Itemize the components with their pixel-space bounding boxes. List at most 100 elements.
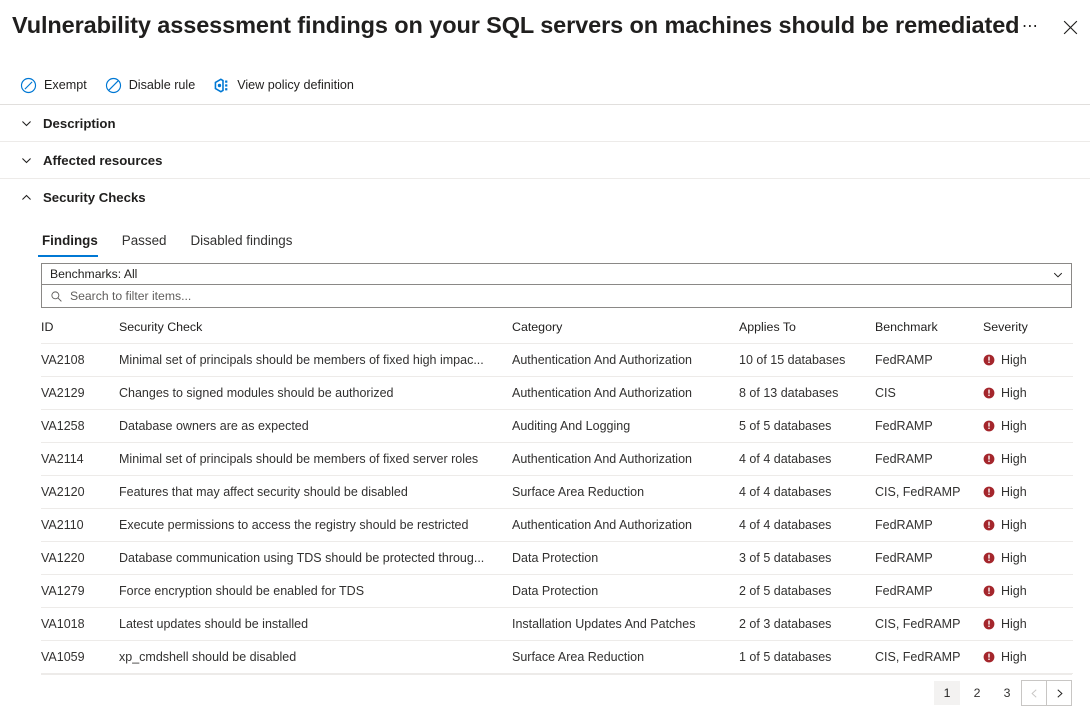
chevron-up-icon xyxy=(22,194,31,200)
column-header-severity[interactable]: Severity xyxy=(983,315,1073,344)
cell-category: Data Protection xyxy=(512,541,739,575)
cell-applies-to: 1 of 5 databases xyxy=(739,640,875,674)
column-header-security-check[interactable]: Security Check xyxy=(119,315,512,344)
cell-security-check: Features that may affect security should… xyxy=(119,475,512,509)
table-row[interactable]: VA2120 Features that may affect security … xyxy=(41,475,1073,509)
severity-label: High xyxy=(1001,617,1027,631)
cell-benchmark: FedRAMP xyxy=(875,343,983,377)
close-button[interactable] xyxy=(1059,16,1081,38)
section-security-checks[interactable]: Security Checks xyxy=(0,178,1090,215)
table-row[interactable]: VA1258 Database owners are as expected Aud… xyxy=(41,409,1073,443)
table-header: ID Security Check Category Applies To Be… xyxy=(41,315,1073,344)
next-page-button[interactable] xyxy=(1046,680,1072,706)
table-row[interactable]: VA1018 Latest updates should be installed… xyxy=(41,607,1073,641)
cell-severity: High xyxy=(983,640,1073,674)
page-button-3[interactable]: 3 xyxy=(994,681,1020,705)
cell-id: VA2110 xyxy=(41,508,119,542)
severity-label: High xyxy=(1001,650,1027,664)
cell-applies-to: 5 of 5 databases xyxy=(739,409,875,443)
disable-rule-label: Disable rule xyxy=(128,78,196,92)
cell-severity: High xyxy=(983,541,1073,575)
severity-label: High xyxy=(1001,518,1027,532)
severity-label: High xyxy=(1001,386,1027,400)
disable-rule-button[interactable]: Disable rule xyxy=(105,75,196,96)
severity-high-icon xyxy=(983,387,995,399)
tab-passed[interactable]: Passed xyxy=(110,233,179,257)
cell-applies-to: 8 of 13 databases xyxy=(739,376,875,410)
cell-category: Installation Updates And Patches xyxy=(512,607,739,641)
view-policy-definition-label: View policy definition xyxy=(237,78,354,92)
exempt-button[interactable]: Exempt xyxy=(20,75,87,96)
ellipsis-icon: ⋯ xyxy=(1021,18,1039,35)
severity-high-icon xyxy=(983,651,995,663)
cell-id: VA1258 xyxy=(41,409,119,443)
severity-badge: High xyxy=(983,518,1073,532)
cell-category: Authentication And Authorization xyxy=(512,508,739,542)
chevron-down-icon xyxy=(22,157,31,163)
command-bar: Exempt Disable rule View policy definiti… xyxy=(0,66,1090,104)
cell-security-check: xp_cmdshell should be disabled xyxy=(119,640,512,674)
cell-severity: High xyxy=(983,607,1073,641)
table-row[interactable]: VA2114 Minimal set of principals should b… xyxy=(41,442,1073,476)
findings-table-container: ID Security Check Category Applies To Be… xyxy=(0,308,1090,674)
section-description[interactable]: Description xyxy=(0,104,1090,141)
column-header-id[interactable]: ID xyxy=(41,315,119,344)
severity-badge: High xyxy=(983,617,1073,631)
table-row[interactable]: VA2110 Execute permissions to access the … xyxy=(41,508,1073,542)
section-security-checks-label: Security Checks xyxy=(43,189,146,205)
severity-badge: High xyxy=(983,485,1073,499)
severity-high-icon xyxy=(983,585,995,597)
cell-applies-to: 2 of 3 databases xyxy=(739,607,875,641)
severity-badge: High xyxy=(983,551,1073,565)
previous-page-button[interactable] xyxy=(1021,680,1047,706)
severity-badge: High xyxy=(983,584,1073,598)
severity-label: High xyxy=(1001,419,1027,433)
cell-id: VA1279 xyxy=(41,574,119,608)
tab-disabled-findings[interactable]: Disabled findings xyxy=(178,233,304,257)
cell-benchmark: FedRAMP xyxy=(875,409,983,443)
severity-high-icon xyxy=(983,618,995,630)
table-row[interactable]: VA1279 Force encryption should be enabled… xyxy=(41,574,1073,608)
tab-findings[interactable]: Findings xyxy=(38,233,110,257)
column-header-category[interactable]: Category xyxy=(512,315,739,344)
cell-category: Surface Area Reduction xyxy=(512,640,739,674)
benchmarks-dropdown[interactable]: Benchmarks: All xyxy=(41,263,1072,285)
severity-label: High xyxy=(1001,353,1027,367)
cell-applies-to: 4 of 4 databases xyxy=(739,475,875,509)
page-button-1[interactable]: 1 xyxy=(934,681,960,705)
cell-applies-to: 2 of 5 databases xyxy=(739,574,875,608)
severity-high-icon xyxy=(983,420,995,432)
search-container[interactable] xyxy=(41,285,1072,308)
severity-high-icon xyxy=(983,519,995,531)
cell-benchmark: FedRAMP xyxy=(875,442,983,476)
severity-high-icon xyxy=(983,486,995,498)
findings-table: ID Security Check Category Applies To Be… xyxy=(41,315,1073,674)
table-row[interactable]: VA2129 Changes to signed modules should b… xyxy=(41,376,1073,410)
section-affected-resources[interactable]: Affected resources xyxy=(0,141,1090,178)
column-header-benchmark[interactable]: Benchmark xyxy=(875,315,983,344)
more-options-button[interactable]: ⋯ xyxy=(1019,16,1041,38)
table-header-row: ID Security Check Category Applies To Be… xyxy=(41,315,1073,344)
severity-badge: High xyxy=(983,419,1073,433)
table-row[interactable]: VA1059 xp_cmdshell should be disabled Surf… xyxy=(41,640,1073,674)
findings-tablist: Findings Passed Disabled findings xyxy=(0,221,1090,257)
column-header-applies-to[interactable]: Applies To xyxy=(739,315,875,344)
view-policy-definition-button[interactable]: View policy definition xyxy=(213,75,354,96)
cell-severity: High xyxy=(983,508,1073,542)
severity-label: High xyxy=(1001,551,1027,565)
search-input[interactable] xyxy=(63,288,1071,304)
severity-badge: High xyxy=(983,386,1073,400)
cell-security-check: Force encryption should be enabled for T… xyxy=(119,574,512,608)
cell-category: Surface Area Reduction xyxy=(512,475,739,509)
cell-category: Authentication And Authorization xyxy=(512,343,739,377)
cell-id: VA2129 xyxy=(41,376,119,410)
page-button-2[interactable]: 2 xyxy=(964,681,990,705)
cell-security-check: Execute permissions to access the regist… xyxy=(119,508,512,542)
table-row[interactable]: VA1220 Database communication using TDS s… xyxy=(41,541,1073,575)
cell-id: VA1059 xyxy=(41,640,119,674)
cell-security-check: Minimal set of principals should be memb… xyxy=(119,343,512,377)
cell-benchmark: CIS xyxy=(875,376,983,410)
chevron-down-icon xyxy=(22,120,31,126)
cell-applies-to: 10 of 15 databases xyxy=(739,343,875,377)
table-row[interactable]: VA2108 Minimal set of principals should b… xyxy=(41,343,1073,377)
